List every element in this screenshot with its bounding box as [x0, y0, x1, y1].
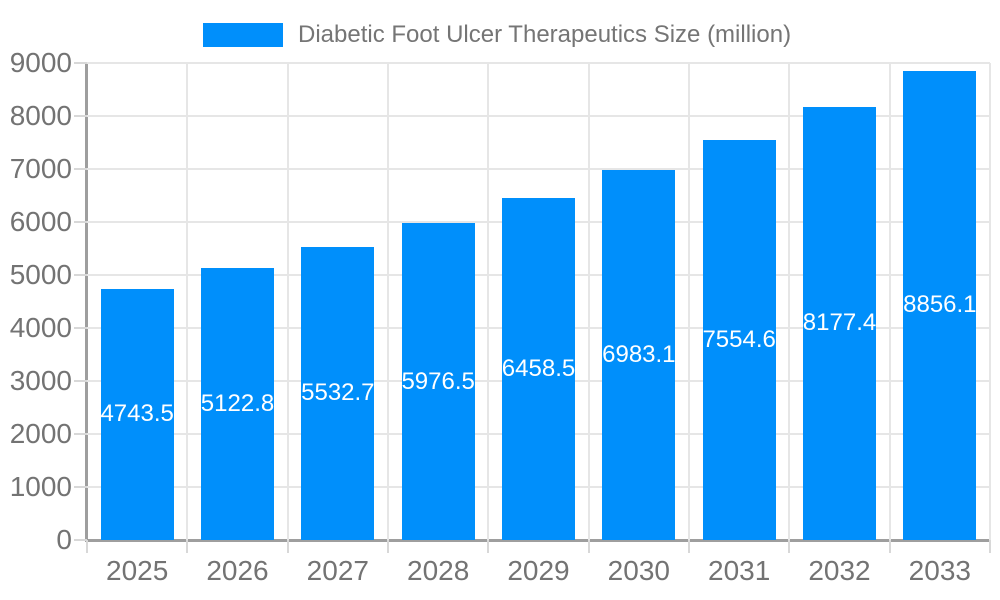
v-gridline: [688, 63, 690, 540]
x-axis-label: 2028: [407, 555, 470, 586]
v-gridline: [186, 63, 189, 540]
bar-2031[interactable]: [702, 139, 776, 540]
y-axis-label: 7000: [9, 153, 72, 184]
y-axis-label: 3000: [9, 365, 72, 396]
x-axis-label: 2030: [607, 555, 670, 586]
y-axis-label: 6000: [9, 206, 72, 237]
v-gridline: [587, 63, 590, 540]
bar-2030[interactable]: [602, 169, 676, 540]
bar-2026[interactable]: [201, 268, 274, 540]
x-axis-label: 2027: [306, 555, 369, 586]
v-gridline: [888, 63, 891, 540]
x-axis-label: 2033: [908, 555, 971, 586]
x-axis-label: 2029: [507, 555, 570, 586]
bar-value-label: 5976.5: [401, 367, 475, 395]
x-axis-label: 2026: [206, 555, 269, 586]
bar-2032[interactable]: [803, 106, 876, 540]
x-tick: [86, 540, 88, 553]
x-tick: [387, 540, 389, 553]
bar-value-label: 5122.8: [200, 390, 275, 418]
bar-2028[interactable]: [401, 223, 475, 540]
legend-swatch: [203, 23, 283, 47]
bar-2025[interactable]: [100, 288, 174, 540]
bar-2033[interactable]: [903, 70, 977, 540]
bar-2029[interactable]: [502, 197, 575, 540]
y-axis-label: 2000: [9, 418, 72, 449]
x-axis-line: [85, 539, 990, 542]
y-axis-label: 4000: [9, 312, 72, 343]
y-tick: [74, 274, 87, 276]
y-tick: [74, 221, 87, 223]
y-axis-label: 1000: [9, 471, 72, 502]
x-axis-label: 2031: [708, 555, 771, 586]
x-tick: [587, 540, 590, 553]
x-tick: [688, 540, 690, 553]
bar-value-label: 7554.6: [702, 325, 776, 353]
bar-value-label: 5532.7: [301, 379, 375, 407]
y-axis-label: 8000: [9, 100, 72, 131]
bar-value-label: 6458.5: [501, 354, 576, 382]
bar-value-label: 6983.1: [602, 340, 676, 368]
y-axis-label: 0: [56, 524, 72, 555]
y-tick: [74, 539, 87, 541]
v-gridline: [487, 63, 490, 540]
y-tick: [74, 115, 87, 117]
bar-2027[interactable]: [301, 246, 375, 540]
legend-label: Diabetic Foot Ulcer Therapeutics Size (m…: [298, 21, 792, 48]
y-axis-label: 5000: [9, 259, 72, 290]
y-tick: [74, 327, 87, 329]
v-gridline: [989, 63, 991, 540]
y-tick: [74, 380, 87, 382]
x-tick: [788, 540, 791, 553]
x-tick: [989, 540, 991, 553]
legend[interactable]: Diabetic Foot Ulcer Therapeutics Size (m…: [203, 21, 791, 49]
bar-value-label: 4743.5: [100, 400, 174, 428]
bar-value-label: 8856.1: [903, 291, 977, 319]
x-tick: [888, 540, 891, 553]
y-axis-label: 9000: [9, 47, 72, 78]
y-tick: [74, 433, 87, 435]
h-gridline: [87, 168, 990, 170]
h-gridline: [87, 115, 990, 117]
y-axis-line: [85, 62, 88, 540]
y-tick: [74, 62, 87, 64]
v-gridline: [788, 63, 791, 540]
v-gridline: [286, 63, 289, 540]
h-gridline: [87, 62, 990, 64]
x-axis-label: 2025: [106, 555, 169, 586]
bar-value-label: 8177.4: [802, 309, 877, 337]
y-tick: [74, 168, 87, 170]
v-gridline: [387, 63, 389, 540]
x-axis-label: 2032: [808, 555, 871, 586]
y-tick: [74, 486, 87, 488]
x-tick: [286, 540, 289, 553]
x-tick: [487, 540, 490, 553]
x-tick: [186, 540, 189, 553]
